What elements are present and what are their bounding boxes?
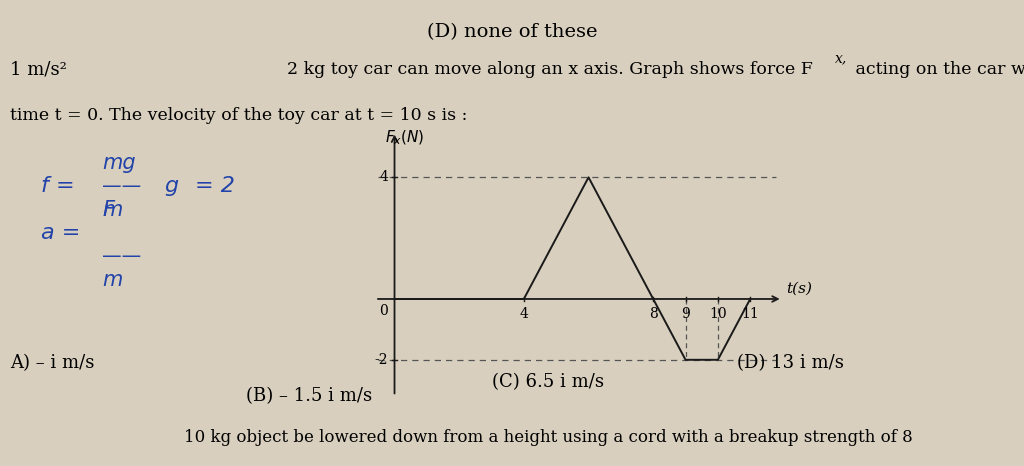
Text: m: m bbox=[102, 200, 123, 219]
Text: acting on the car which begins at rest: acting on the car which begins at rest bbox=[850, 61, 1024, 77]
Text: 2 kg toy car can move along an x axis. Graph shows force F: 2 kg toy car can move along an x axis. G… bbox=[287, 61, 813, 77]
Text: 10: 10 bbox=[709, 307, 727, 321]
Text: t(s): t(s) bbox=[785, 281, 812, 295]
Text: g: g bbox=[164, 177, 178, 196]
Text: time t = 0. The velocity of the toy car at t = 10 s is :: time t = 0. The velocity of the toy car … bbox=[10, 107, 468, 124]
Text: = 2: = 2 bbox=[195, 177, 234, 196]
Text: 4: 4 bbox=[379, 171, 388, 185]
Text: -2: -2 bbox=[375, 353, 388, 367]
Text: f =: f = bbox=[41, 177, 75, 196]
Text: 1 m/s²: 1 m/s² bbox=[10, 61, 68, 79]
Text: x,: x, bbox=[835, 51, 847, 65]
Text: (C) 6.5 i m/s: (C) 6.5 i m/s bbox=[492, 373, 603, 391]
Text: 4: 4 bbox=[519, 307, 528, 321]
Text: a =: a = bbox=[41, 223, 80, 243]
Text: ——: —— bbox=[102, 177, 141, 196]
Text: A) – i m/s: A) – i m/s bbox=[10, 354, 94, 372]
Text: mg: mg bbox=[102, 153, 136, 173]
Text: 10 kg object be lowered down from a height using a cord with a breakup strength : 10 kg object be lowered down from a heig… bbox=[184, 429, 913, 445]
Text: (D) none of these: (D) none of these bbox=[427, 23, 597, 41]
Text: m: m bbox=[102, 270, 123, 289]
Text: F: F bbox=[102, 200, 115, 219]
Text: (B) – 1.5 i m/s: (B) – 1.5 i m/s bbox=[246, 387, 372, 405]
Text: 11: 11 bbox=[741, 307, 759, 321]
Text: 0: 0 bbox=[379, 303, 388, 317]
Text: (D) 13 i m/s: (D) 13 i m/s bbox=[737, 354, 844, 372]
Text: 9: 9 bbox=[681, 307, 690, 321]
Text: ——: —— bbox=[102, 247, 141, 266]
Text: 8: 8 bbox=[649, 307, 657, 321]
Text: $F_x(N)$: $F_x(N)$ bbox=[385, 129, 424, 147]
